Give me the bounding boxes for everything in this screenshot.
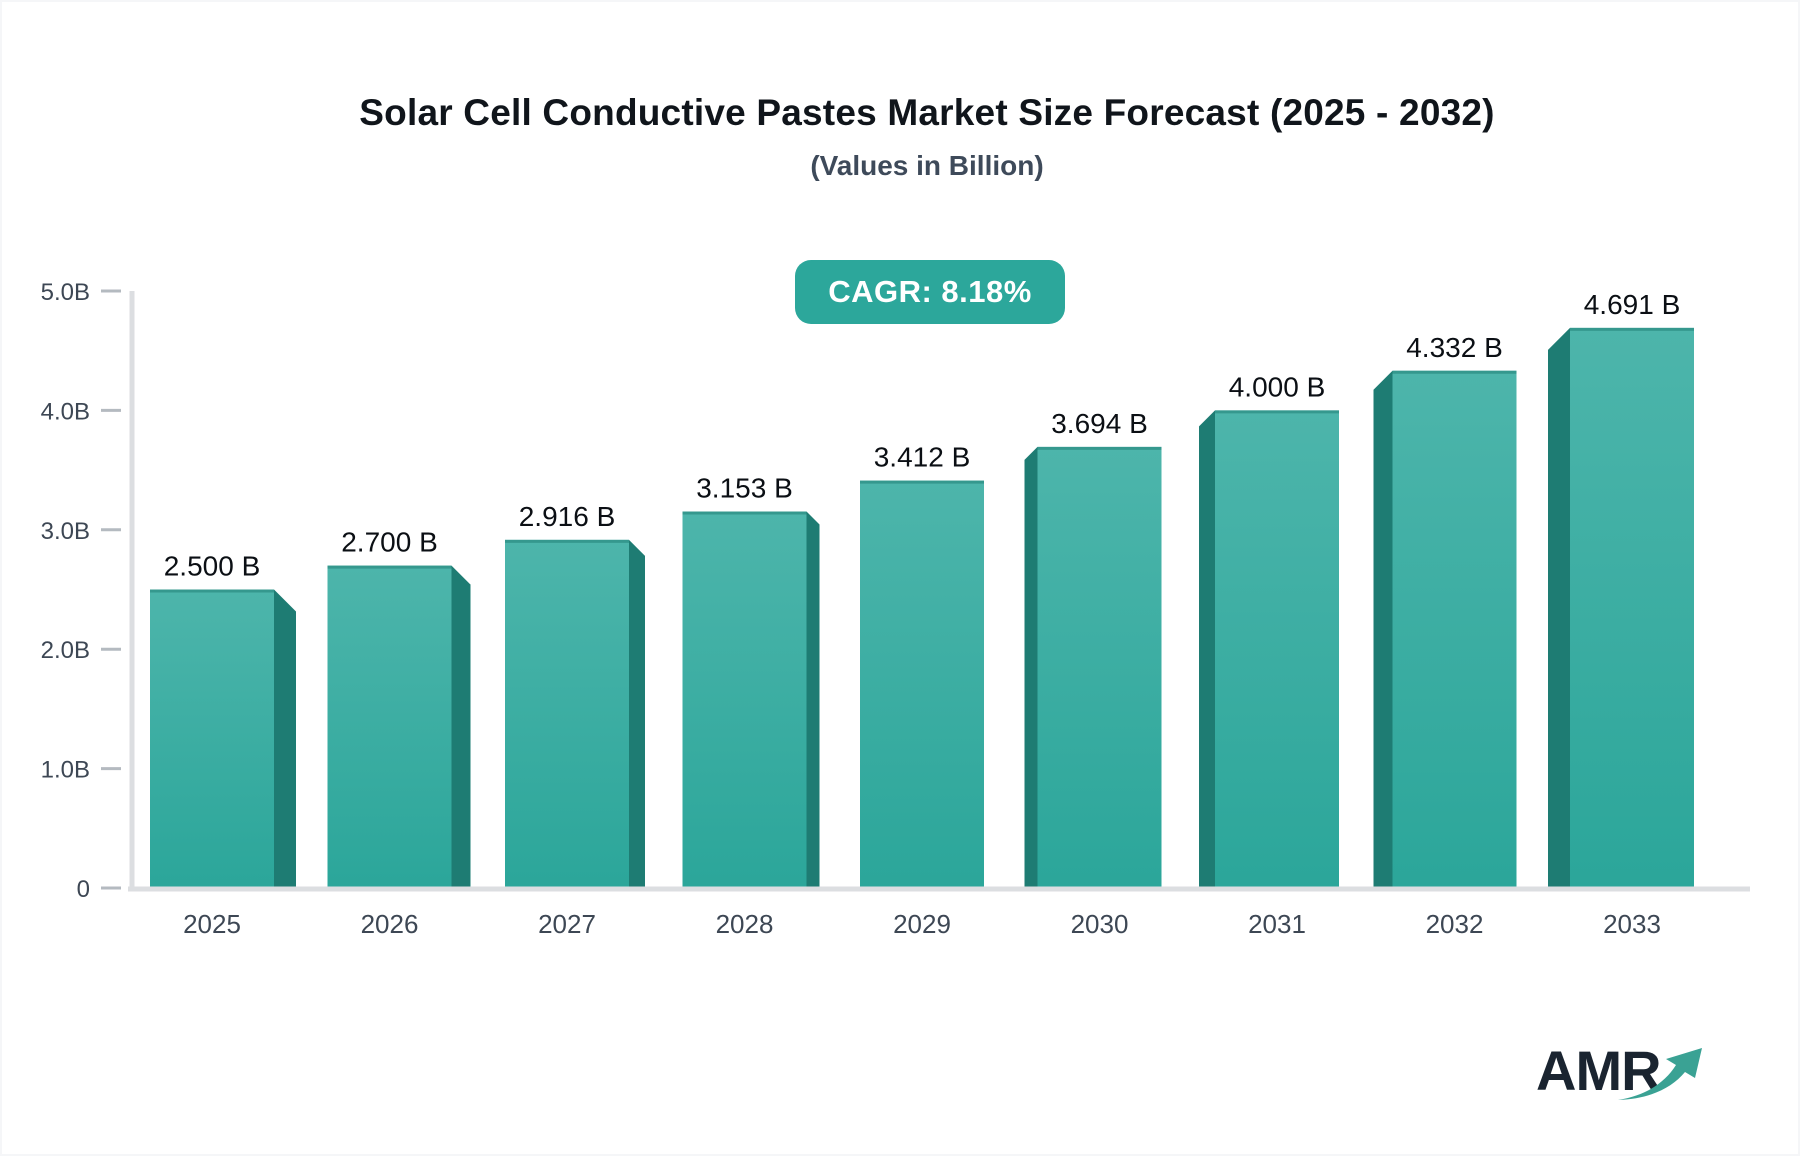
x-axis-label: 2031 [1248, 909, 1306, 939]
bar-value-label: 2.700 B [341, 527, 438, 558]
bar-2029 [860, 480, 984, 889]
bar-side-2027 [629, 539, 645, 889]
bar-2030 [1037, 446, 1162, 889]
y-axis-tick-label: 1.0B [41, 757, 90, 784]
bar-side-2025 [274, 589, 296, 889]
y-axis-tick-label: 0 [77, 876, 90, 903]
cagr-badge: CAGR: 8.18% [795, 260, 1065, 324]
bar-2032 [1392, 370, 1517, 890]
bar-value-label: 3.412 B [874, 442, 971, 473]
x-axis-label: 2030 [1071, 909, 1129, 939]
x-axis-label: 2032 [1426, 909, 1484, 939]
x-axis-label: 2028 [716, 909, 774, 939]
y-axis-tick-label: 3.0B [41, 518, 90, 545]
amr-logo: AMR [1536, 1038, 1716, 1108]
bar-side-2026 [451, 565, 471, 889]
bar-side-2028 [806, 511, 820, 889]
bar-value-label: 4.691 B [1584, 289, 1681, 320]
bar-2026 [327, 565, 452, 889]
bar-side-2032 [1373, 370, 1393, 890]
bar-value-label: 3.694 B [1051, 408, 1148, 439]
y-axis-tick-label: 2.0B [41, 637, 90, 664]
y-axis-tick-label: 5.0B [41, 279, 90, 306]
growth-arrow-icon [1618, 1048, 1702, 1100]
bar-side-2030 [1024, 446, 1038, 889]
y-axis-tick-label: 4.0B [41, 398, 90, 425]
bar-value-label: 4.332 B [1406, 332, 1503, 363]
x-axis-label: 2033 [1603, 909, 1661, 939]
bar-2028 [682, 511, 807, 889]
x-axis-label: 2029 [893, 909, 951, 939]
bar-side-2031 [1199, 410, 1215, 889]
bar-value-label: 4.000 B [1229, 371, 1326, 402]
bar-2031 [1215, 410, 1339, 889]
bar-2027 [505, 539, 629, 889]
x-axis-label: 2025 [183, 909, 241, 939]
amr-logo-text: AMR [1536, 1039, 1662, 1102]
bar-value-label: 2.916 B [519, 501, 616, 532]
bar-2033 [1570, 327, 1694, 889]
chart-subtitle: (Values in Billion) [810, 150, 1044, 181]
bar-value-label: 2.500 B [164, 551, 261, 582]
bar-side-2033 [1548, 327, 1570, 889]
chart-header: Solar Cell Conductive Pastes Market Size… [2, 92, 1798, 182]
bar-value-label: 3.153 B [696, 473, 793, 504]
bar-2025 [150, 589, 274, 889]
x-axis-label: 2027 [538, 909, 596, 939]
x-axis-label: 2026 [361, 909, 419, 939]
chart-title: Solar Cell Conductive Pastes Market Size… [359, 92, 1495, 133]
